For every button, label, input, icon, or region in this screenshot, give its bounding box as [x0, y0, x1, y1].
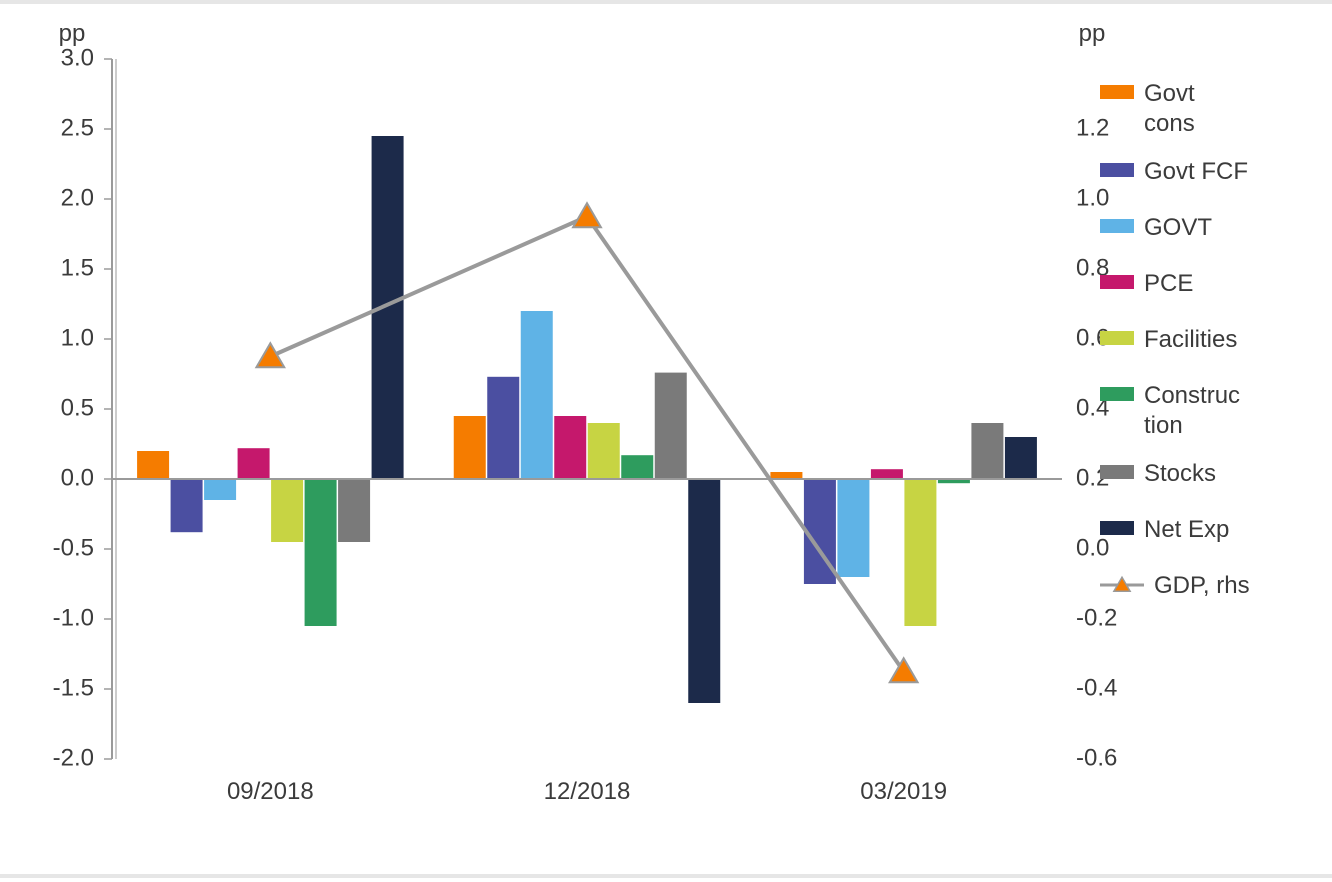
legend-item-govt_cons: Govt cons [1100, 79, 1304, 139]
legend-item-facilities: Facilities [1100, 325, 1304, 355]
bar-net_exp-2 [1005, 437, 1037, 479]
bar-facilities-2 [904, 479, 936, 626]
svg-text:1.5: 1.5 [61, 254, 94, 281]
legend-swatch-icon [1100, 85, 1134, 99]
bar-net_exp-1 [688, 479, 720, 703]
legend-line-swatch-icon [1100, 575, 1144, 595]
bar-govt_cons-0 [137, 451, 169, 479]
legend-item-pce: PCE [1100, 269, 1304, 299]
legend-label: GDP, rhs [1154, 571, 1250, 601]
legend-label: Govt cons [1144, 79, 1304, 139]
svg-text:3.0: 3.0 [61, 44, 94, 71]
svg-text:0.0: 0.0 [61, 464, 94, 491]
svg-text:0.5: 0.5 [61, 394, 94, 421]
svg-text:-2.0: -2.0 [53, 744, 94, 771]
bar-construction-1 [621, 455, 653, 479]
bar-facilities-0 [271, 479, 303, 542]
svg-text:-1.5: -1.5 [53, 674, 94, 701]
bar-pce-1 [554, 416, 586, 479]
legend-swatch-icon [1100, 465, 1134, 479]
svg-text:-1.0: -1.0 [53, 604, 94, 631]
legend-label: GOVT [1144, 213, 1304, 243]
legend-swatch-icon [1100, 331, 1134, 345]
legend-item-construction: Construc tion [1100, 381, 1304, 441]
bar-govt-1 [521, 311, 553, 479]
legend-label: Facilities [1144, 325, 1304, 355]
x-category-label: 09/2018 [227, 778, 314, 805]
svg-text:1.0: 1.0 [61, 324, 94, 351]
bar-stocks-1 [655, 373, 687, 479]
legend-item-govt_fcf: Govt FCF [1100, 157, 1304, 187]
bar-construction-0 [305, 479, 337, 626]
svg-text:-0.5: -0.5 [53, 534, 94, 561]
svg-text:pp: pp [1079, 20, 1106, 47]
bar-govt-0 [204, 479, 236, 500]
legend-swatch-icon [1100, 275, 1134, 289]
legend-item-govt: GOVT [1100, 213, 1304, 243]
bar-govt_cons-1 [454, 416, 486, 479]
legend-label: Govt FCF [1144, 157, 1304, 187]
legend-item-net_exp: Net Exp [1100, 515, 1304, 545]
svg-text:-0.2: -0.2 [1076, 604, 1117, 631]
bar-stocks-2 [971, 423, 1003, 479]
bar-stocks-0 [338, 479, 370, 542]
legend-item-stocks: Stocks [1100, 459, 1304, 489]
bar-govt_cons-2 [770, 472, 802, 479]
legend-swatch-icon [1100, 219, 1134, 233]
gdp-marker-icon [573, 203, 601, 227]
legend-swatch-icon [1100, 521, 1134, 535]
bar-govt_fcf-1 [487, 377, 519, 479]
bar-pce-2 [871, 469, 903, 479]
legend-swatch-icon [1100, 387, 1134, 401]
legend-item-gdp_rhs: GDP, rhs [1100, 571, 1250, 601]
bar-facilities-1 [588, 423, 620, 479]
legend-label: Construc tion [1144, 381, 1304, 441]
svg-text:-0.4: -0.4 [1076, 674, 1117, 701]
bar-govt_fcf-0 [171, 479, 203, 532]
svg-text:pp: pp [59, 20, 86, 47]
legend-label: PCE [1144, 269, 1304, 299]
gdp-marker-icon [890, 658, 918, 682]
legend-swatch-icon [1100, 163, 1134, 177]
bar-govt-2 [837, 479, 869, 577]
gdp-marker-icon [256, 343, 284, 367]
bar-pce-0 [238, 448, 270, 479]
svg-text:2.0: 2.0 [61, 184, 94, 211]
gdp-line [270, 217, 903, 672]
svg-text:1.0: 1.0 [1076, 184, 1109, 211]
legend-label: Stocks [1144, 459, 1304, 489]
legend-label: Net Exp [1144, 515, 1304, 545]
svg-text:-0.6: -0.6 [1076, 744, 1117, 771]
chart-container: 3.0 2.5 2.0 1.5 1.0 0.5 0.0 -0.5 -1.0 -1.5 -2.0 pp 1… [0, 0, 1332, 878]
svg-text:2.5: 2.5 [61, 114, 94, 141]
x-category-label: 03/2019 [860, 778, 947, 805]
x-category-label: 12/2018 [544, 778, 631, 805]
